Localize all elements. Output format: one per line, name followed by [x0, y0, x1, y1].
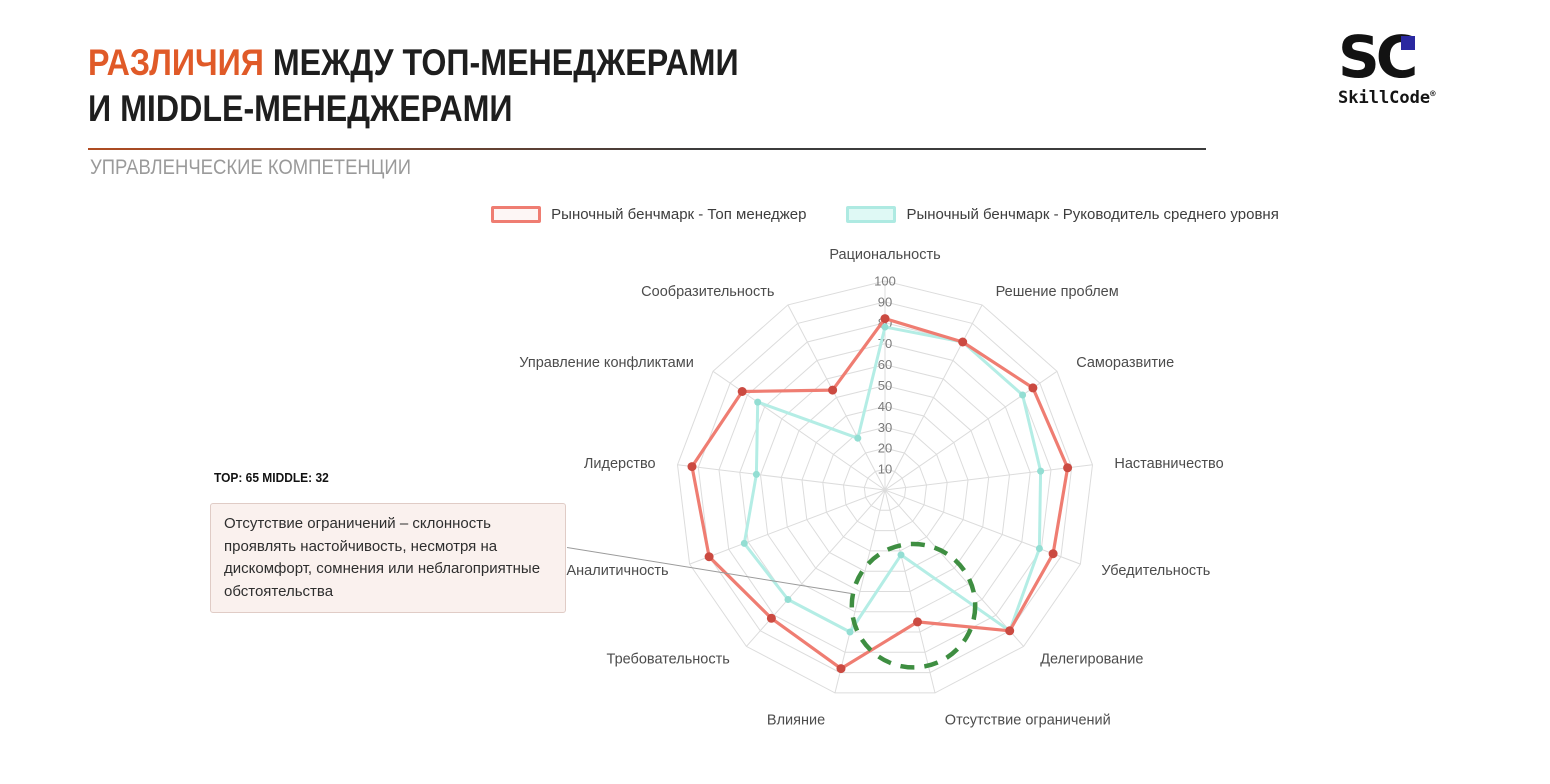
series-0-point[interactable] — [828, 385, 838, 395]
legend-swatch-top-manager — [491, 206, 542, 223]
logo-square-icon — [1401, 36, 1416, 50]
series-1-point[interactable] — [1035, 545, 1043, 552]
radar-chart[interactable]: 100908070605040302010РациональностьРешен… — [519, 247, 1223, 770]
axis-label: Влияние — [767, 713, 825, 729]
legend-label-middle-manager: Рыночный бенчмарк - Руководитель среднег… — [906, 206, 1279, 223]
legend-swatch-middle-manager — [846, 206, 897, 223]
series-0-point[interactable] — [1028, 383, 1038, 393]
highlight-circle — [849, 541, 978, 670]
skillcode-logo-name: SkillCode® — [1338, 88, 1468, 108]
scale-tick: 90 — [878, 294, 892, 309]
scale-tick: 10 — [878, 462, 892, 477]
axis-label: Убедительность — [1101, 563, 1210, 579]
axis-label: Делегирование — [1040, 651, 1143, 667]
annotation-box: Отсутствие ограничений – склонность проя… — [210, 503, 566, 613]
logo-mark-text: SC — [1338, 23, 1418, 91]
series-1-point[interactable] — [1019, 391, 1027, 399]
scale-tick: 100 — [874, 274, 896, 289]
axis-label: Саморазвитие — [1076, 355, 1174, 371]
scale-tick: 60 — [878, 357, 892, 372]
series-0-point[interactable] — [737, 387, 747, 396]
title-accent: РАЗЛИЧИЯ — [88, 42, 264, 83]
legend-item-top-manager[interactable]: Рыночный бенчмарк - Топ менеджер — [491, 206, 806, 223]
series-1-point[interactable] — [846, 628, 854, 636]
title-divider — [88, 148, 1206, 150]
series-0-point[interactable] — [913, 617, 922, 627]
series-0[interactable] — [687, 314, 1073, 674]
radar-scale-ticks: 100908070605040302010 — [874, 274, 896, 477]
series-0-point[interactable] — [836, 664, 846, 674]
scale-tick: 20 — [878, 441, 892, 456]
series-0-point[interactable] — [1048, 549, 1058, 559]
skillcode-logo-mark: SC — [1338, 28, 1418, 86]
series-0-point[interactable] — [766, 613, 776, 623]
series-0-line[interactable] — [690, 316, 1070, 671]
radar-chart-area: 100908070605040302010РациональностьРешен… — [519, 247, 1223, 770]
series-0-point[interactable] — [958, 337, 968, 347]
legend-label-top-manager: Рыночный бенчмарк - Топ менеджер — [551, 206, 807, 223]
series-1-point[interactable] — [740, 539, 748, 547]
axis-label: Решение проблем — [996, 284, 1119, 300]
logo-registered-mark: ® — [1430, 89, 1436, 100]
axis-label: Рациональность — [829, 247, 940, 263]
annotation-text: Отсутствие ограничений – склонность проя… — [224, 515, 541, 600]
series-1-point[interactable] — [854, 434, 862, 442]
axis-label: Управление конфликтами — [519, 355, 694, 371]
annotation-values: TOP: 65 MIDDLE: 32 — [214, 470, 329, 485]
axis-label: Наставничество — [1114, 456, 1223, 472]
axis-label: Лидерство — [584, 456, 656, 472]
scale-tick: 40 — [878, 399, 892, 414]
series-1-line[interactable] — [742, 325, 1043, 634]
radar-axis-labels: Рациональность Решение проблем Саморазвити… — [519, 247, 1223, 729]
series-0-point[interactable] — [704, 552, 714, 562]
series-0-point[interactable] — [687, 462, 697, 472]
series-1-point[interactable] — [784, 596, 792, 603]
title-line1-rest: МЕЖДУ ТОП-МЕНЕДЖЕРАМИ — [272, 42, 739, 83]
page-title: РАЗЛИЧИЯ МЕЖДУ ТОП-МЕНЕДЖЕРАМИ И MIDDLE-… — [88, 40, 739, 133]
logo-name-text: SkillCode — [1338, 88, 1431, 108]
axis-label: Сообразительность — [641, 284, 774, 300]
series-1-point[interactable] — [752, 470, 760, 478]
axis-label: Требовательность — [607, 651, 730, 667]
series-1-point[interactable] — [897, 551, 905, 559]
series-1-point[interactable] — [881, 323, 889, 331]
series-1-point[interactable] — [754, 398, 762, 406]
axis-label: Отсутствие ограничений — [945, 713, 1111, 729]
axis-label: Аналитичность — [566, 563, 668, 579]
skillcode-logo: SC SkillCode® — [1338, 28, 1468, 108]
legend-item-middle-manager[interactable]: Рыночный бенчмарк - Руководитель среднег… — [846, 206, 1279, 223]
series-1-point[interactable] — [1037, 467, 1045, 475]
series-0-point[interactable] — [1005, 626, 1015, 636]
series-0-point[interactable] — [880, 314, 890, 324]
chart-legend: Рыночный бенчмарк - Топ менеджер Рыночны… — [420, 206, 1350, 223]
scale-tick: 50 — [878, 378, 892, 393]
page-subtitle: УПРАВЛЕНЧЕСКИЕ КОМПЕТЕНЦИИ — [90, 156, 411, 179]
series-0-point[interactable] — [1063, 463, 1073, 473]
scale-tick: 30 — [878, 420, 892, 435]
series-1[interactable] — [740, 323, 1045, 636]
title-line2: И MIDDLE-МЕНЕДЖЕРАМИ — [88, 88, 513, 130]
